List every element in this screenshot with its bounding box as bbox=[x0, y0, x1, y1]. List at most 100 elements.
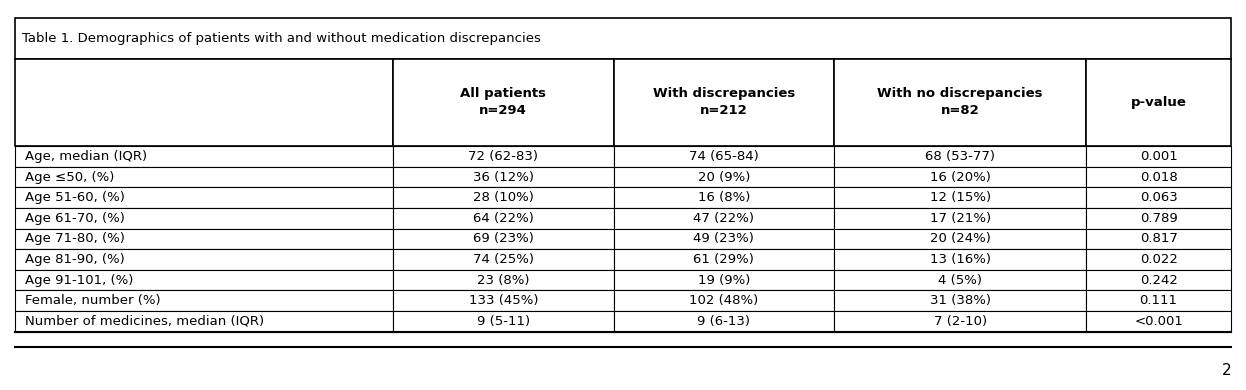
Text: 28 (10%): 28 (10%) bbox=[472, 191, 533, 204]
Bar bbox=[834, 229, 1087, 249]
Text: 4 (5%): 4 (5%) bbox=[938, 273, 982, 287]
Bar bbox=[834, 290, 1087, 311]
Text: <0.001: <0.001 bbox=[1134, 315, 1182, 328]
Text: 102 (48%): 102 (48%) bbox=[689, 294, 759, 307]
Bar bbox=[392, 146, 613, 167]
Text: Age ≤50, (%): Age ≤50, (%) bbox=[25, 171, 115, 184]
Text: 13 (16%): 13 (16%) bbox=[930, 253, 991, 266]
Text: 72 (62-83): 72 (62-83) bbox=[468, 150, 538, 163]
Bar bbox=[15, 311, 392, 332]
Bar bbox=[15, 146, 392, 167]
Text: 7 (2-10): 7 (2-10) bbox=[933, 315, 987, 328]
Bar bbox=[15, 58, 392, 146]
Text: 23 (8%): 23 (8%) bbox=[477, 273, 530, 287]
Text: 0.022: 0.022 bbox=[1140, 253, 1177, 266]
Text: All patients
n=294: All patients n=294 bbox=[460, 87, 546, 117]
Bar bbox=[1087, 146, 1231, 167]
Text: Age 61-70, (%): Age 61-70, (%) bbox=[25, 212, 125, 225]
Text: 0.111: 0.111 bbox=[1140, 294, 1177, 307]
Text: 12 (15%): 12 (15%) bbox=[930, 191, 991, 204]
Text: 69 (23%): 69 (23%) bbox=[472, 232, 533, 245]
Text: 9 (5-11): 9 (5-11) bbox=[477, 315, 530, 328]
Bar bbox=[15, 188, 392, 208]
Bar bbox=[1087, 208, 1231, 229]
Bar bbox=[1087, 249, 1231, 270]
Text: 0.063: 0.063 bbox=[1140, 191, 1177, 204]
Text: 0.018: 0.018 bbox=[1140, 171, 1177, 184]
Bar bbox=[15, 290, 392, 311]
Text: 61 (29%): 61 (29%) bbox=[693, 253, 754, 266]
Bar bbox=[392, 229, 613, 249]
Bar bbox=[392, 58, 613, 146]
Bar bbox=[15, 208, 392, 229]
Text: 74 (25%): 74 (25%) bbox=[472, 253, 533, 266]
Bar bbox=[15, 229, 392, 249]
Bar bbox=[613, 167, 834, 188]
Bar bbox=[613, 188, 834, 208]
Text: 47 (22%): 47 (22%) bbox=[693, 212, 754, 225]
Text: 20 (9%): 20 (9%) bbox=[698, 171, 750, 184]
Bar bbox=[613, 229, 834, 249]
Text: Age 81-90, (%): Age 81-90, (%) bbox=[25, 253, 125, 266]
Bar bbox=[613, 270, 834, 290]
Text: Female, number (%): Female, number (%) bbox=[25, 294, 161, 307]
Text: 16 (8%): 16 (8%) bbox=[698, 191, 750, 204]
Bar bbox=[1087, 229, 1231, 249]
Bar bbox=[613, 311, 834, 332]
Text: Age, median (IQR): Age, median (IQR) bbox=[25, 150, 147, 163]
Bar bbox=[613, 249, 834, 270]
Text: Age 51-60, (%): Age 51-60, (%) bbox=[25, 191, 125, 204]
Bar bbox=[834, 270, 1087, 290]
Text: 0.242: 0.242 bbox=[1140, 273, 1177, 287]
Text: 74 (65-84): 74 (65-84) bbox=[689, 150, 759, 163]
Bar bbox=[15, 249, 392, 270]
Bar bbox=[392, 167, 613, 188]
Bar bbox=[15, 270, 392, 290]
Text: With discrepancies
n=212: With discrepancies n=212 bbox=[653, 87, 795, 117]
Bar bbox=[392, 270, 613, 290]
Text: p-value: p-value bbox=[1130, 96, 1186, 109]
Bar bbox=[1087, 188, 1231, 208]
Text: Table 1. Demographics of patients with and without medication discrepancies: Table 1. Demographics of patients with a… bbox=[22, 32, 541, 44]
Bar bbox=[834, 58, 1087, 146]
Text: 0.789: 0.789 bbox=[1140, 212, 1177, 225]
Text: 19 (9%): 19 (9%) bbox=[698, 273, 750, 287]
Text: 133 (45%): 133 (45%) bbox=[468, 294, 538, 307]
Text: Number of medicines, median (IQR): Number of medicines, median (IQR) bbox=[25, 315, 264, 328]
Text: 16 (20%): 16 (20%) bbox=[930, 171, 991, 184]
Text: 68 (53-77): 68 (53-77) bbox=[925, 150, 996, 163]
Bar bbox=[1087, 311, 1231, 332]
Text: With no discrepancies
n=82: With no discrepancies n=82 bbox=[877, 87, 1043, 117]
Bar bbox=[15, 167, 392, 188]
Bar bbox=[834, 249, 1087, 270]
Bar bbox=[834, 146, 1087, 167]
Text: 0.001: 0.001 bbox=[1140, 150, 1177, 163]
Bar bbox=[15, 18, 1231, 58]
Text: 31 (38%): 31 (38%) bbox=[930, 294, 991, 307]
Bar bbox=[1087, 290, 1231, 311]
Text: 20 (24%): 20 (24%) bbox=[930, 232, 991, 245]
Bar bbox=[392, 311, 613, 332]
Text: 36 (12%): 36 (12%) bbox=[472, 171, 533, 184]
Text: 17 (21%): 17 (21%) bbox=[930, 212, 991, 225]
Bar bbox=[1087, 58, 1231, 146]
Text: 64 (22%): 64 (22%) bbox=[472, 212, 533, 225]
Bar bbox=[392, 249, 613, 270]
Text: 9 (6-13): 9 (6-13) bbox=[698, 315, 750, 328]
Bar bbox=[613, 146, 834, 167]
Bar bbox=[392, 290, 613, 311]
Bar bbox=[392, 188, 613, 208]
Text: Age 71-80, (%): Age 71-80, (%) bbox=[25, 232, 125, 245]
Bar bbox=[613, 208, 834, 229]
Text: 2: 2 bbox=[1221, 363, 1231, 378]
Bar bbox=[834, 188, 1087, 208]
Bar bbox=[834, 167, 1087, 188]
Bar bbox=[613, 58, 834, 146]
Bar bbox=[392, 208, 613, 229]
Text: Age 91-101, (%): Age 91-101, (%) bbox=[25, 273, 133, 287]
Bar bbox=[1087, 167, 1231, 188]
Bar bbox=[1087, 270, 1231, 290]
Bar bbox=[834, 311, 1087, 332]
Bar bbox=[834, 208, 1087, 229]
Text: 0.817: 0.817 bbox=[1140, 232, 1177, 245]
